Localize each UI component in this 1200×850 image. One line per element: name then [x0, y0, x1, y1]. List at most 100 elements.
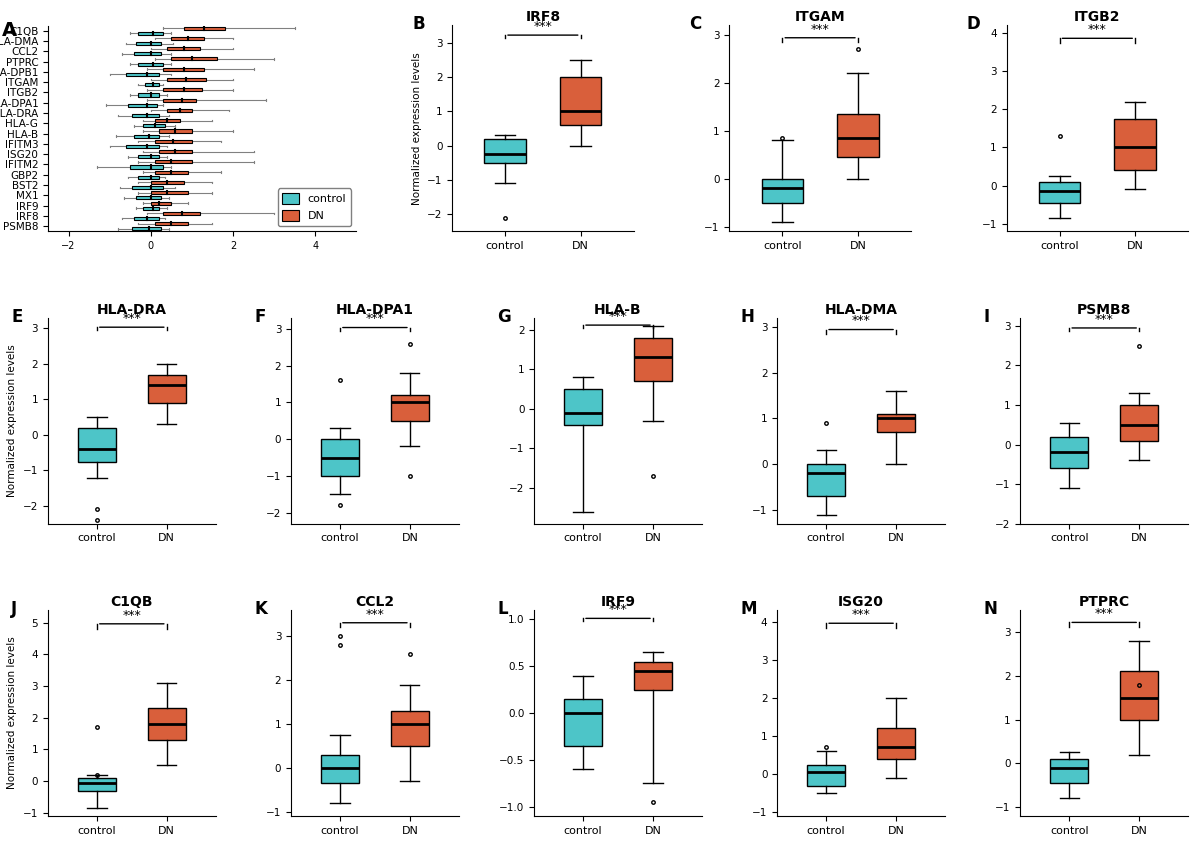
PathPatch shape: [634, 337, 672, 381]
Bar: [138, 63, 163, 65]
PathPatch shape: [148, 375, 186, 403]
Text: ***: ***: [122, 312, 142, 326]
Text: B: B: [413, 15, 425, 33]
Bar: [163, 88, 202, 92]
PathPatch shape: [148, 708, 186, 740]
PathPatch shape: [320, 755, 359, 783]
PathPatch shape: [838, 114, 878, 157]
Bar: [144, 83, 158, 86]
Bar: [137, 196, 161, 200]
Text: M: M: [740, 600, 757, 618]
Bar: [167, 109, 192, 112]
Bar: [134, 217, 158, 220]
Bar: [184, 26, 224, 30]
Bar: [138, 156, 158, 158]
Bar: [143, 124, 166, 128]
PathPatch shape: [78, 428, 116, 462]
Text: ***: ***: [122, 609, 142, 621]
Title: PTPRC: PTPRC: [1079, 595, 1129, 609]
Text: C: C: [690, 15, 702, 33]
Bar: [132, 114, 158, 117]
Text: ***: ***: [852, 314, 870, 327]
Text: L: L: [497, 600, 508, 618]
PathPatch shape: [806, 464, 845, 496]
Text: E: E: [11, 308, 23, 326]
Title: C1QB: C1QB: [110, 595, 154, 609]
Bar: [131, 166, 163, 168]
Bar: [158, 150, 192, 153]
Bar: [155, 119, 180, 122]
Title: ISG20: ISG20: [838, 595, 884, 609]
Bar: [151, 201, 172, 205]
Title: ITGAM: ITGAM: [794, 10, 846, 25]
Bar: [163, 68, 204, 71]
Text: ***: ***: [608, 604, 628, 616]
Bar: [128, 104, 157, 107]
Title: HLA-DPA1: HLA-DPA1: [336, 303, 414, 317]
Bar: [155, 222, 187, 225]
PathPatch shape: [877, 728, 916, 759]
Text: ***: ***: [1088, 23, 1106, 37]
Bar: [134, 134, 158, 138]
PathPatch shape: [391, 395, 430, 421]
Bar: [138, 31, 163, 35]
Title: HLA-DRA: HLA-DRA: [97, 303, 167, 317]
Bar: [132, 227, 161, 230]
PathPatch shape: [1050, 437, 1088, 468]
PathPatch shape: [634, 661, 672, 689]
Bar: [155, 161, 192, 163]
Text: G: G: [497, 308, 511, 326]
Bar: [143, 207, 158, 210]
Title: ITGB2: ITGB2: [1074, 10, 1121, 25]
Title: IRF9: IRF9: [600, 595, 636, 609]
Title: HLA-DMA: HLA-DMA: [824, 303, 898, 317]
Text: A: A: [1, 21, 17, 41]
PathPatch shape: [560, 77, 601, 125]
Bar: [138, 176, 158, 178]
Bar: [126, 144, 158, 148]
Text: K: K: [254, 600, 268, 618]
Bar: [167, 78, 206, 81]
PathPatch shape: [78, 778, 116, 790]
Y-axis label: Normalized expression levels: Normalized expression levels: [412, 52, 421, 205]
Bar: [126, 73, 158, 76]
Bar: [137, 42, 161, 45]
PathPatch shape: [485, 139, 526, 162]
Text: H: H: [740, 308, 755, 326]
PathPatch shape: [1115, 119, 1156, 170]
PathPatch shape: [1050, 759, 1088, 783]
Bar: [134, 52, 161, 55]
Text: N: N: [984, 600, 997, 618]
PathPatch shape: [762, 178, 803, 202]
Text: F: F: [254, 308, 265, 326]
Bar: [151, 191, 187, 195]
PathPatch shape: [391, 711, 430, 746]
Bar: [155, 139, 192, 143]
Bar: [155, 171, 187, 173]
Bar: [132, 186, 163, 190]
Text: J: J: [11, 600, 17, 618]
Title: CCL2: CCL2: [355, 595, 395, 609]
Bar: [138, 94, 158, 97]
Title: IRF8: IRF8: [526, 10, 560, 25]
PathPatch shape: [806, 764, 845, 785]
Title: HLA-B: HLA-B: [594, 303, 642, 317]
PathPatch shape: [564, 699, 602, 745]
Text: D: D: [967, 15, 980, 33]
Bar: [172, 37, 204, 40]
Text: ***: ***: [811, 23, 829, 36]
PathPatch shape: [564, 389, 602, 425]
PathPatch shape: [1120, 672, 1158, 720]
Text: ***: ***: [366, 608, 384, 620]
Legend: control, DN: control, DN: [277, 189, 350, 226]
Text: ***: ***: [534, 20, 552, 33]
Bar: [163, 212, 200, 215]
Text: ***: ***: [608, 310, 628, 323]
PathPatch shape: [1039, 182, 1080, 203]
Bar: [163, 99, 196, 102]
Text: ***: ***: [1094, 608, 1114, 620]
PathPatch shape: [320, 439, 359, 476]
Y-axis label: Normalized expression levels: Normalized expression levels: [7, 637, 17, 790]
PathPatch shape: [1120, 405, 1158, 440]
Y-axis label: Normalized expression levels: Normalized expression levels: [7, 344, 17, 497]
